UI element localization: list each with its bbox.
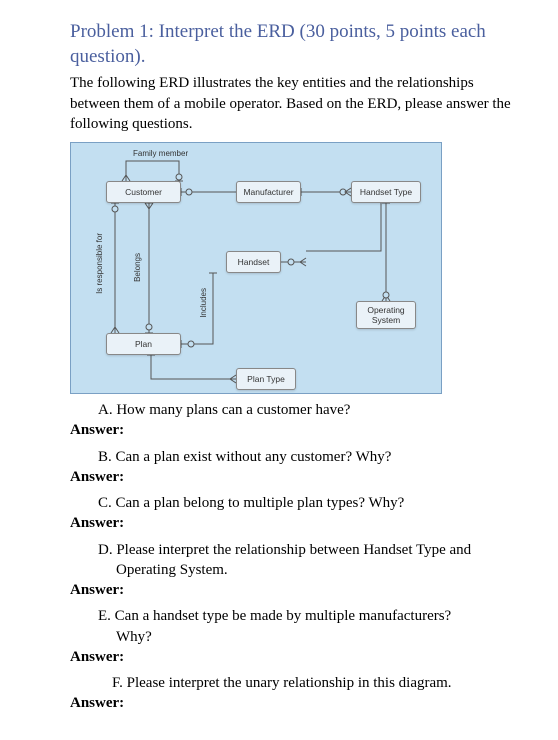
rel-is-responsible-for: Is responsible for (95, 233, 104, 294)
problem-intro: The following ERD illustrates the key en… (70, 73, 513, 134)
question-e-line1: E. Can a handset type be made by multipl… (70, 606, 513, 626)
rel-includes: Includes (199, 288, 208, 318)
answer-d: Answer: (70, 580, 513, 600)
question-c: C. Can a plan belong to multiple plan ty… (70, 493, 513, 513)
entity-handset-type: Handset Type (351, 181, 421, 203)
question-d-line2: Operating System. (70, 560, 513, 580)
entity-handset: Handset (226, 251, 281, 273)
question-a: A. How many plans can a customer have? (70, 400, 513, 420)
answer-f: Answer: (70, 693, 513, 713)
entity-plan-type: Plan Type (236, 368, 296, 390)
answer-b: Answer: (70, 467, 513, 487)
question-e-line2: Why? (70, 627, 513, 647)
question-f: F. Please interpret the unary relationsh… (70, 673, 513, 693)
questions-block: A. How many plans can a customer have? A… (70, 400, 513, 714)
problem-title: Problem 1: Interpret the ERD (30 points,… (70, 20, 513, 69)
entity-customer: Customer (106, 181, 181, 203)
question-d-line1: D. Please interpret the relationship bet… (70, 540, 513, 560)
erd-diagram: Family member Is responsible for Belongs… (70, 142, 442, 394)
question-b: B. Can a plan exist without any customer… (70, 447, 513, 467)
entity-manufacturer: Manufacturer (236, 181, 301, 203)
answer-e: Answer: (70, 647, 513, 667)
answer-a: Answer: (70, 420, 513, 440)
entity-plan: Plan (106, 333, 181, 355)
rel-family-member: Family member (133, 149, 188, 158)
answer-c: Answer: (70, 513, 513, 533)
entity-operating-system: Operating System (356, 301, 416, 329)
rel-belongs: Belongs (133, 253, 142, 282)
